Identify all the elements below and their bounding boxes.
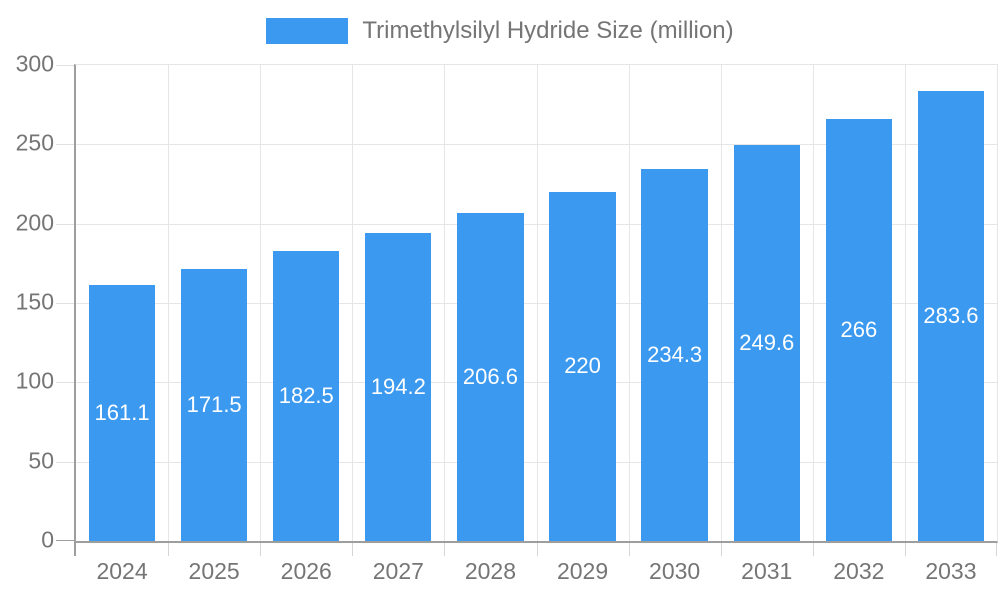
- y-tick: [56, 223, 74, 225]
- x-tick: [720, 543, 722, 556]
- plot-area: 161.1 171.5 182.5 194.2 206.6 220 234.3 249.6 26…: [56, 64, 998, 556]
- y-tick: [56, 382, 74, 384]
- gridline-v: [812, 65, 814, 541]
- bar-value-label: 161.1: [94, 400, 150, 426]
- legend-label: Trimethylsilyl Hydride Size (million): [362, 17, 734, 44]
- bar[interactable]: [180, 268, 248, 541]
- bar-value-label: 171.5: [186, 391, 242, 417]
- x-axis-label: 2025: [188, 558, 240, 584]
- bar[interactable]: [273, 251, 340, 541]
- y-tick: [56, 65, 74, 66]
- x-axis-label: 2024: [96, 558, 148, 584]
- x-tick: [536, 543, 538, 556]
- x-tick: [444, 543, 446, 556]
- gridline-v: [168, 65, 170, 541]
- bar-value-label: 206.6: [462, 364, 518, 390]
- legend-swatch: [266, 18, 349, 44]
- gridline-v: [352, 65, 354, 541]
- y-axis-label: 250: [15, 129, 54, 156]
- x-axis-label: 2032: [833, 558, 885, 584]
- bar-value-label: 220: [564, 353, 601, 379]
- y-tick: [56, 144, 74, 146]
- x-axis-label: 2031: [741, 558, 793, 584]
- bar[interactable]: [549, 191, 616, 541]
- bar-value-label: 283.6: [923, 303, 979, 328]
- bar[interactable]: [88, 285, 156, 541]
- x-tick: [74, 543, 76, 556]
- x-tick: [352, 543, 354, 556]
- bar-value-label: 234.3: [647, 342, 703, 368]
- bar-value-label: 266: [840, 316, 878, 342]
- y-tick: [56, 303, 74, 304]
- x-tick: [996, 543, 997, 556]
- x-tick: [904, 543, 906, 556]
- bar-value-label: 249.6: [739, 329, 795, 355]
- bar[interactable]: [917, 91, 985, 541]
- y-axis-label: 100: [15, 367, 54, 394]
- x-tick: [812, 543, 814, 556]
- bar[interactable]: [641, 169, 708, 541]
- gridline-v: [628, 65, 630, 541]
- x-axis-label: 2033: [925, 558, 977, 584]
- y-axis-label: 200: [15, 209, 54, 236]
- x-tick: [168, 543, 170, 556]
- x-axis-label: 2026: [280, 558, 332, 584]
- bar[interactable]: [825, 118, 892, 541]
- bar-value-label: 182.5: [278, 383, 334, 409]
- gridline-v: [904, 65, 906, 541]
- y-axis-label: 0: [41, 526, 54, 553]
- bar[interactable]: [365, 232, 432, 541]
- gridline-v: [720, 65, 722, 541]
- x-axis-label: 2028: [464, 558, 517, 584]
- gridline-v: [536, 65, 538, 541]
- x-axis-label: 2030: [649, 558, 701, 584]
- x-axis-label: 2027: [372, 558, 424, 584]
- y-axis: 0 50 100 150 200 250 300: [0, 51, 54, 553]
- y-axis-label: 50: [28, 447, 54, 474]
- y-tick: [56, 540, 74, 541]
- y-axis-label: 150: [15, 288, 54, 315]
- gridline-v: [444, 65, 446, 541]
- y-tick: [56, 461, 74, 463]
- x-tick: [628, 543, 630, 556]
- x-tick: [260, 543, 262, 556]
- gridline-v: [260, 65, 262, 541]
- bar[interactable]: [733, 144, 800, 541]
- y-axis-label: 300: [15, 50, 54, 77]
- chart-legend[interactable]: Trimethylsilyl Hydride Size (million): [0, 17, 1000, 45]
- x-axis-label: 2029: [556, 558, 609, 584]
- bar[interactable]: [457, 213, 524, 541]
- bar-value-label: 194.2: [370, 373, 426, 399]
